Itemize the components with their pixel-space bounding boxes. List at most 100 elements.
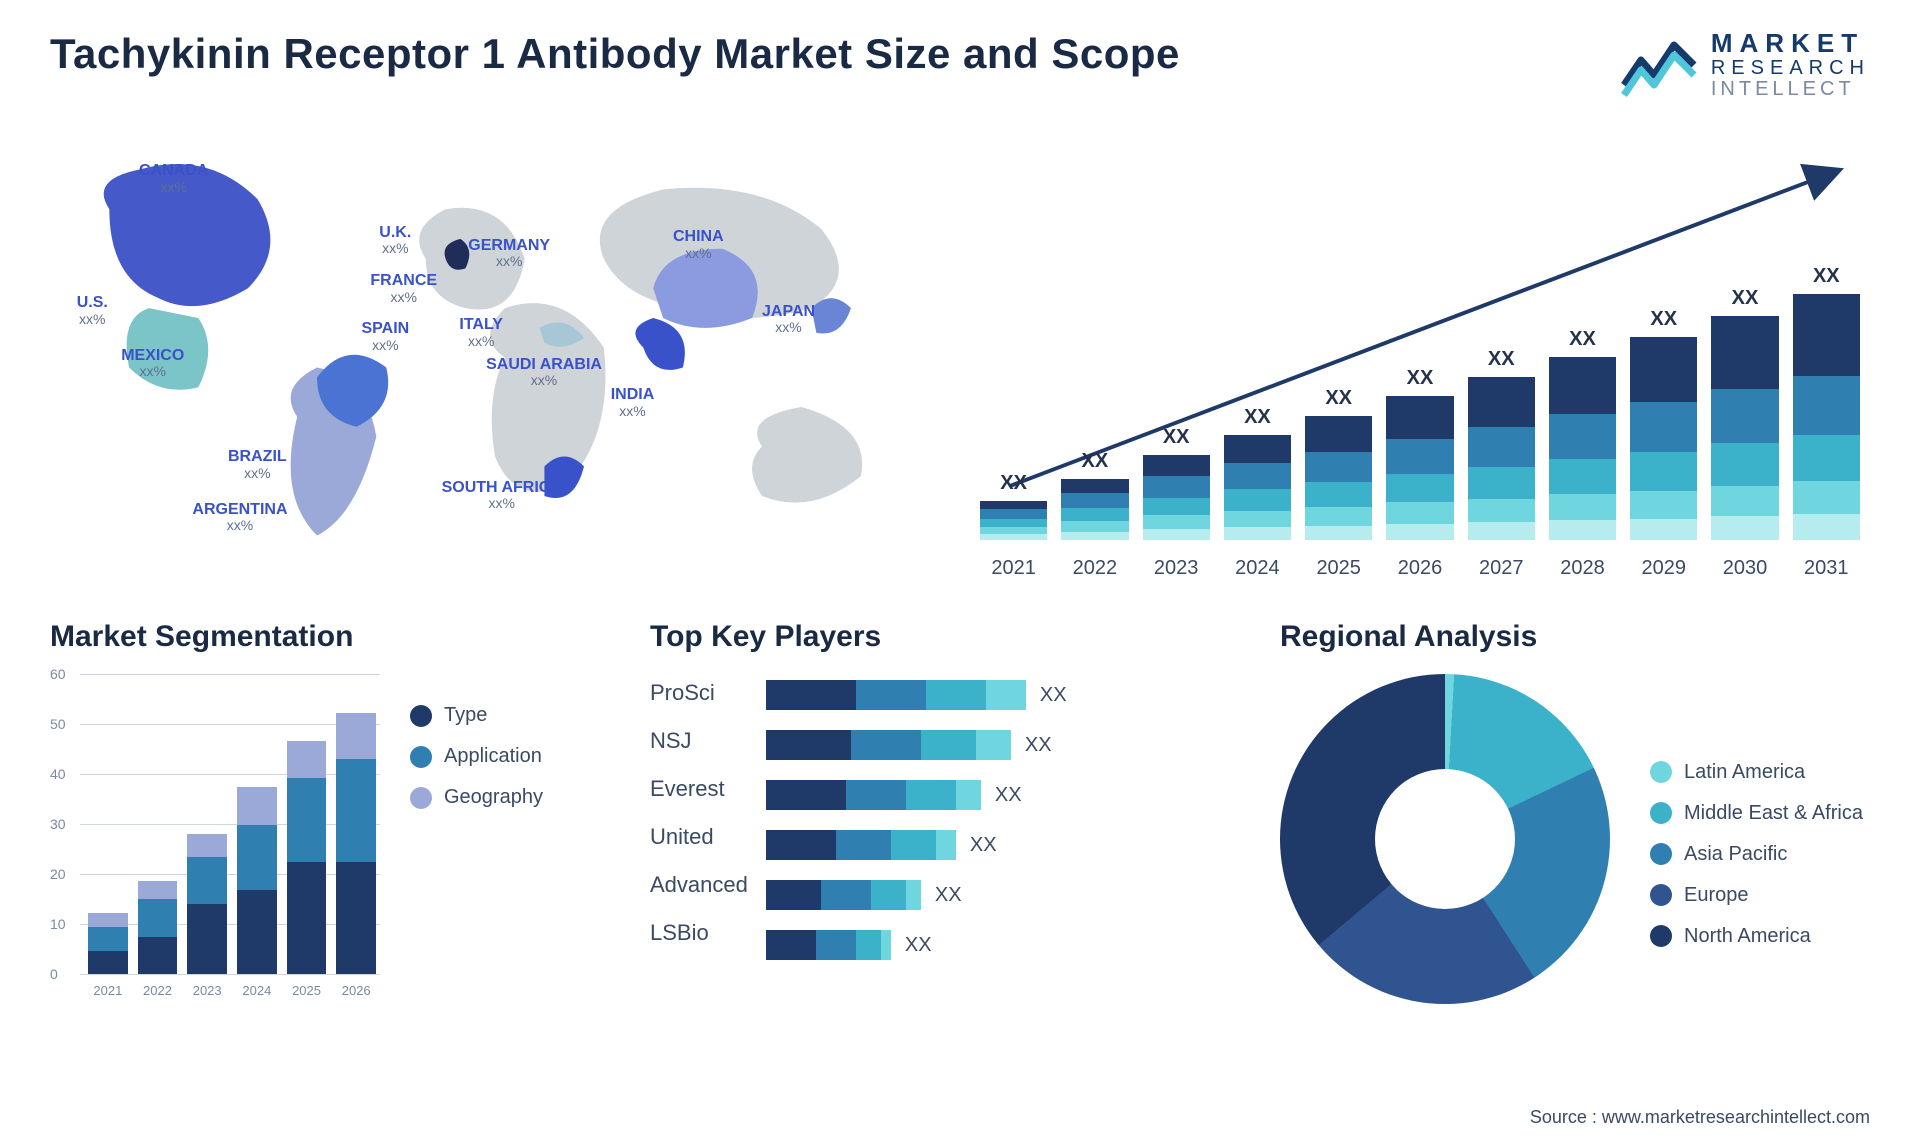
- y-tick-label: 40: [50, 766, 66, 782]
- bar-segment: [906, 880, 921, 910]
- player-value: XX: [935, 884, 962, 907]
- bar-segment: [1386, 439, 1453, 474]
- legend-label: Geography: [444, 786, 543, 809]
- bar-segment: [1224, 435, 1291, 463]
- player-bar: [766, 880, 921, 910]
- seg-column: [187, 834, 227, 974]
- legend-item: Type: [410, 704, 543, 727]
- chart-column: XX: [1305, 387, 1372, 540]
- legend-swatch: [410, 787, 432, 809]
- x-label: 2025: [1305, 557, 1372, 580]
- player-name: ProSci: [650, 680, 748, 706]
- bar-segment: [936, 830, 956, 860]
- players-bars: XXXXXXXXXXXX: [766, 680, 1240, 960]
- bar-segment: [816, 930, 856, 960]
- bar-value-label: XX: [1244, 406, 1271, 429]
- map-label: U.S.xx%: [77, 294, 108, 327]
- bar-segment: [1224, 527, 1291, 540]
- legend-item: Europe: [1650, 884, 1863, 907]
- bar-segment: [1793, 481, 1860, 514]
- bar-segment: [1793, 376, 1860, 435]
- y-tick-label: 50: [50, 716, 66, 732]
- chart-column: XX: [1549, 328, 1616, 540]
- bar-segment: [1305, 416, 1372, 451]
- logo-text: MARKET RESEARCH INTELLECT: [1711, 30, 1870, 99]
- bar-segment: [976, 730, 1011, 760]
- player-bar: [766, 730, 1011, 760]
- player-bar: [766, 780, 981, 810]
- x-label: 2024: [237, 983, 277, 998]
- segmentation-title: Market Segmentation: [50, 620, 610, 654]
- legend-label: Latin America: [1684, 761, 1805, 784]
- legend-swatch: [410, 705, 432, 727]
- player-name: LSBio: [650, 920, 748, 946]
- brand-logo: MARKET RESEARCH INTELLECT: [1619, 30, 1870, 100]
- chart-column: XX: [1061, 450, 1128, 540]
- map-label: SOUTH AFRICAxx%: [442, 479, 562, 512]
- bar-segment: [980, 501, 1047, 509]
- bar-segment: [980, 509, 1047, 518]
- bar-segment: [1630, 491, 1697, 519]
- bar-segment: [237, 787, 277, 824]
- player-row: XX: [766, 780, 1240, 810]
- bar-segment: [1468, 427, 1535, 467]
- map-label: SAUDI ARABIAxx%: [486, 356, 602, 389]
- seg-column: [287, 741, 327, 974]
- player-value: XX: [995, 784, 1022, 807]
- bar-segment: [336, 759, 376, 862]
- chart-column: XX: [1386, 367, 1453, 540]
- player-row: XX: [766, 880, 1240, 910]
- bar-segment: [766, 680, 856, 710]
- stacked-bar: [1793, 294, 1860, 540]
- player-bar: [766, 830, 956, 860]
- bar-segment: [1793, 435, 1860, 481]
- segmentation-legend: TypeApplicationGeography: [410, 704, 543, 809]
- player-row: XX: [766, 680, 1240, 710]
- bar-segment: [1549, 414, 1616, 459]
- chart-column: XX: [1224, 406, 1291, 540]
- bar-segment: [766, 880, 821, 910]
- legend-label: North America: [1684, 925, 1811, 948]
- player-value: XX: [1040, 684, 1067, 707]
- bar-segment: [1143, 455, 1210, 476]
- legend-item: Asia Pacific: [1650, 843, 1863, 866]
- bar-segment: [1711, 486, 1778, 517]
- x-label: 2021: [88, 983, 128, 998]
- bar-segment: [88, 951, 128, 974]
- legend-item: Geography: [410, 786, 543, 809]
- bar-segment: [187, 834, 227, 857]
- map-label: BRAZILxx%: [228, 448, 287, 481]
- bar-segment: [1305, 452, 1372, 483]
- player-name: Advanced: [650, 872, 748, 898]
- bar-segment: [980, 527, 1047, 534]
- bar-segment: [1061, 532, 1128, 540]
- bar-segment: [1468, 499, 1535, 523]
- legend-label: Europe: [1684, 884, 1749, 907]
- bar-segment: [1711, 516, 1778, 540]
- x-label: 2023: [187, 983, 227, 998]
- bar-segment: [1468, 377, 1535, 427]
- player-bar: [766, 680, 1026, 710]
- map-label: GERMANYxx%: [468, 237, 550, 270]
- y-tick-label: 10: [50, 916, 66, 932]
- x-label: 2027: [1468, 557, 1535, 580]
- bar-segment: [1793, 294, 1860, 377]
- x-label: 2031: [1793, 557, 1860, 580]
- legend-swatch: [1650, 761, 1672, 783]
- main-row: CANADAxx%U.S.xx%MEXICOxx%BRAZILxx%ARGENT…: [50, 140, 1870, 580]
- bar-segment: [1143, 498, 1210, 516]
- bar-segment: [1630, 519, 1697, 540]
- market-size-chart: XXXXXXXXXXXXXXXXXXXXXX 20212022202320242…: [980, 140, 1870, 580]
- map-label: ITALYxx%: [459, 316, 503, 349]
- segmentation-chart: 0102030405060202120222023202420252026: [50, 674, 380, 994]
- bar-segment: [1711, 443, 1778, 485]
- bar-segment: [1711, 316, 1778, 389]
- bar-segment: [1061, 521, 1128, 532]
- bar-segment: [1224, 511, 1291, 528]
- bar-value-label: XX: [1732, 287, 1759, 310]
- bar-segment: [1711, 389, 1778, 443]
- seg-column: [237, 787, 277, 974]
- seg-column: [88, 913, 128, 974]
- segmentation-card: Market Segmentation 01020304050602021202…: [50, 620, 610, 1050]
- bar-segment: [1224, 463, 1291, 489]
